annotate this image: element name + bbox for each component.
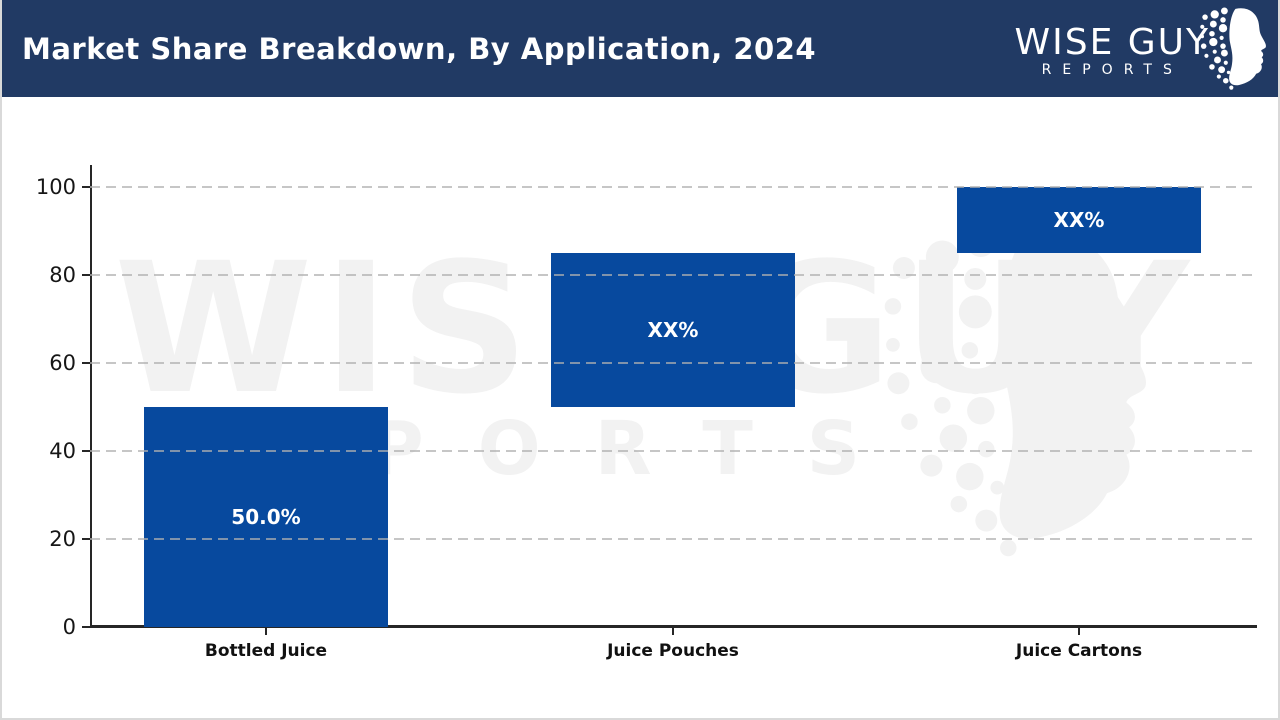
y-tick-mark-0	[82, 626, 90, 628]
y-tick-label-0: 0	[62, 615, 76, 639]
x-tick-mark-3	[1078, 627, 1080, 635]
gridline-60	[90, 362, 1257, 364]
y-tick-label-60: 60	[49, 351, 76, 375]
gridline-100	[90, 186, 1257, 188]
bar-bottled-juice: 50.0%	[144, 407, 388, 627]
bar-juice-cartons: XX%	[957, 187, 1201, 253]
header: Market Share Breakdown, By Application, …	[2, 0, 1278, 97]
gridline-40	[90, 450, 1257, 452]
x-category-label-1: Bottled Juice	[204, 641, 328, 661]
bar-value-label: 50.0%	[231, 505, 301, 529]
y-axis-line	[90, 165, 92, 627]
gridline-80	[90, 274, 1257, 276]
brand-name: WISE GUY	[1014, 21, 1210, 63]
bar-value-label: XX%	[1053, 208, 1105, 232]
x-axis-line	[90, 625, 1257, 628]
x-tick-mark-1	[265, 627, 267, 635]
brand-tagline: REPORTS	[1041, 62, 1183, 79]
bar-juice-pouches: XX%	[551, 253, 795, 407]
page-title: Market Share Breakdown, By Application, …	[22, 31, 817, 66]
brand-text: WISE GUY REPORTS	[1014, 21, 1211, 79]
y-tick-label-80: 80	[49, 263, 76, 287]
y-tick-label-20: 20	[49, 527, 76, 551]
brand-head-icon	[1200, 7, 1266, 90]
x-tick-mark-2	[672, 627, 674, 635]
brand-logo: WISE GUY REPORTS	[1015, 6, 1271, 96]
gridline-20	[90, 538, 1257, 540]
x-category-label-2: Juice Pouches	[607, 641, 739, 661]
y-tick-mark-20	[82, 538, 90, 540]
y-tick-mark-80	[82, 274, 90, 276]
y-tick-mark-100	[82, 186, 90, 188]
y-tick-label-100: 100	[35, 175, 76, 199]
x-category-label-3: Juice Cartons	[1015, 641, 1143, 661]
plot-area: 0 20 40 60 80 100 50.0% Bottled Juice XX% Juice P…	[36, 165, 1257, 661]
y-tick-label-40: 40	[49, 439, 76, 463]
bar-value-label: XX%	[647, 318, 699, 342]
y-tick-mark-40	[82, 450, 90, 452]
y-tick-mark-60	[82, 362, 90, 364]
